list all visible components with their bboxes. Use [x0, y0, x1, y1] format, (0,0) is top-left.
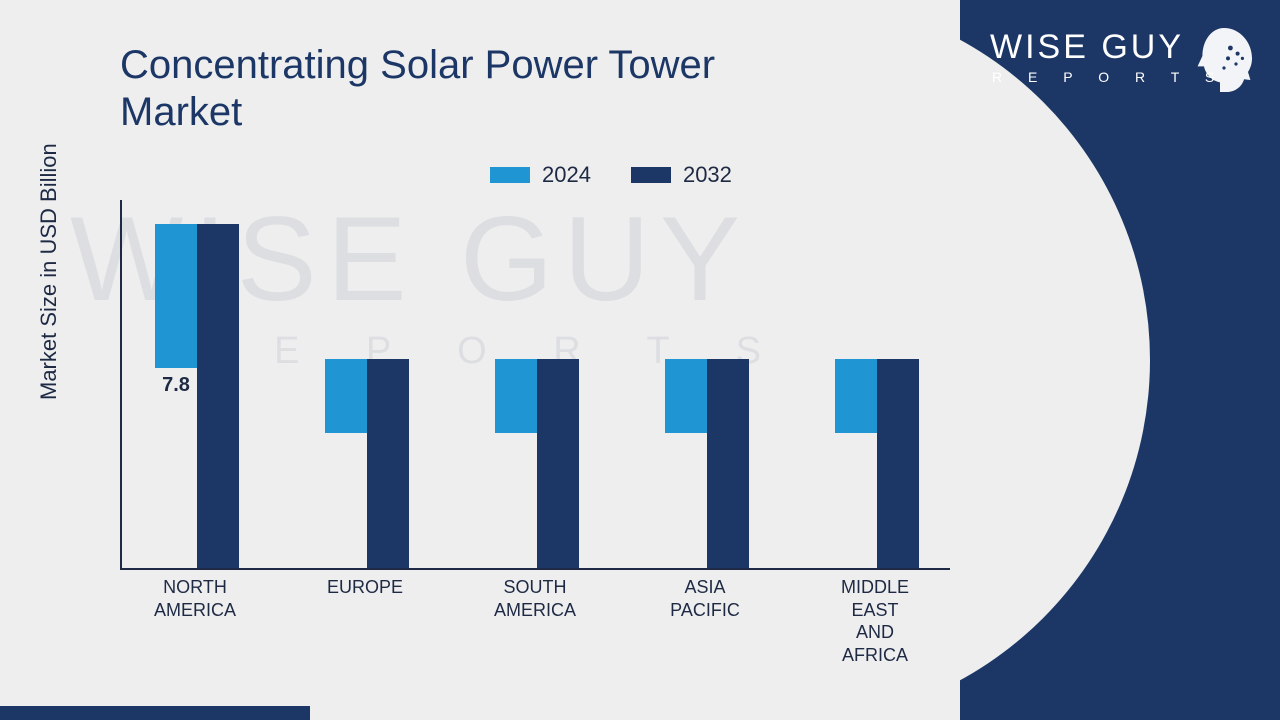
- bar-2024: [665, 359, 707, 433]
- x-axis-labels: NORTHAMERICA EUROPE SOUTHAMERICA ASIAPACIFI…: [120, 576, 950, 696]
- x-axis-category-label: MIDDLEEASTANDAFRICA: [805, 576, 945, 666]
- bar-2032: [877, 359, 919, 568]
- bar-group: [317, 359, 417, 568]
- bar-2024: [495, 359, 537, 433]
- bar-2032: [537, 359, 579, 568]
- bottom-accent-bar: [0, 706, 310, 720]
- bar-group: [657, 359, 757, 568]
- legend-swatch-2032: [631, 167, 671, 183]
- x-axis-category-label: NORTHAMERICA: [125, 576, 265, 621]
- bar-2032: [707, 359, 749, 568]
- y-axis-label: Market Size in USD Billion: [36, 143, 62, 400]
- bar-group: [827, 359, 927, 568]
- legend-label-2032: 2032: [683, 162, 732, 188]
- legend-label-2024: 2024: [542, 162, 591, 188]
- bar-2024: [835, 359, 877, 433]
- bar-value-label: 7.8: [162, 374, 190, 397]
- legend-item-2032: 2032: [631, 162, 732, 188]
- x-axis-category-label: SOUTHAMERICA: [465, 576, 605, 621]
- bar-2024: [325, 359, 367, 433]
- infographic-canvas: WISE GUY R E P O R T S WISE GUY R E P O …: [0, 0, 1280, 720]
- brand-logo: WISE GUY R E P O R T S: [990, 28, 1250, 85]
- legend-swatch-2024: [490, 167, 530, 183]
- legend: 2024 2032: [490, 162, 732, 188]
- x-axis-category-label: ASIAPACIFIC: [635, 576, 775, 621]
- bar-2032: [197, 224, 239, 568]
- chart-title: Concentrating Solar Power Tower Market: [120, 42, 820, 136]
- chart-plot-area: 7.8: [120, 200, 950, 570]
- legend-item-2024: 2024: [490, 162, 591, 188]
- x-axis-category-label: EUROPE: [295, 576, 435, 599]
- bar-2032: [367, 359, 409, 568]
- bar-2024: [155, 224, 197, 368]
- brain-head-icon: [1180, 20, 1260, 100]
- bar-group: [487, 359, 587, 568]
